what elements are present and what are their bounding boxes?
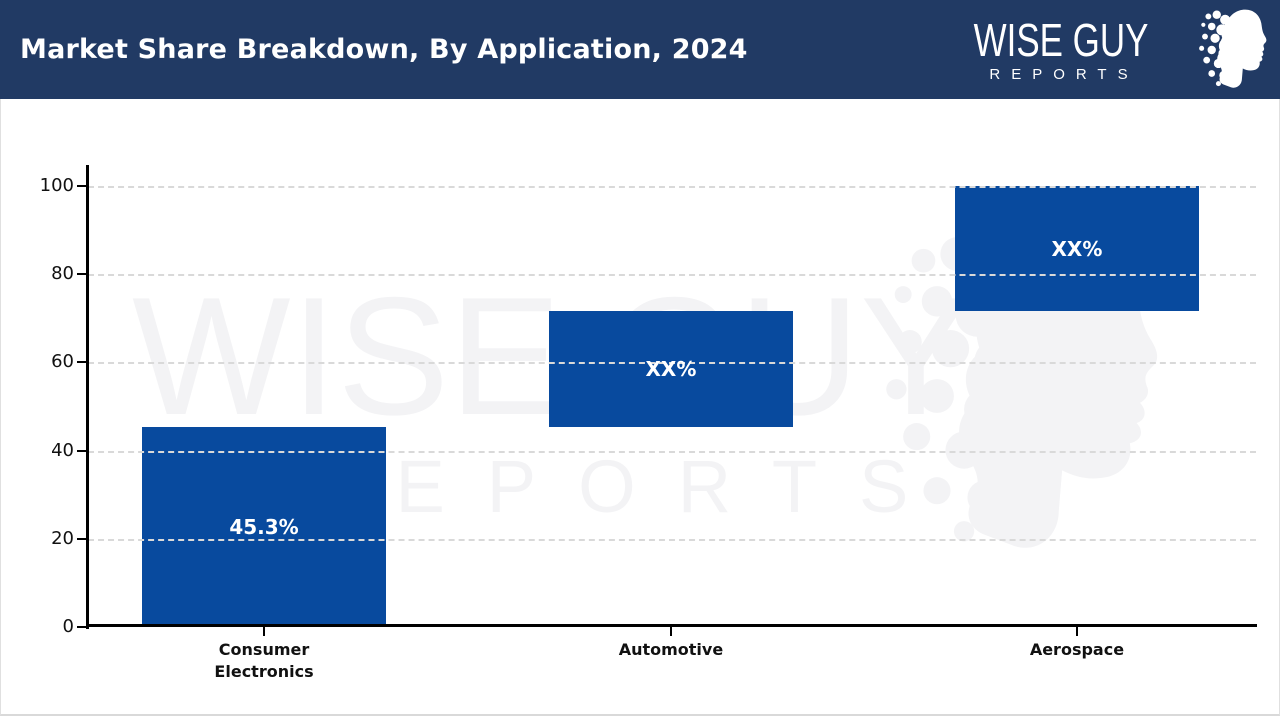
gridline (88, 538, 1256, 541)
x-category-label: Automotive (618, 640, 724, 659)
x-tick (263, 627, 266, 636)
y-tick-label: 100 (39, 175, 74, 197)
brand-head-dots-icon (1199, 9, 1267, 88)
header-bar: Market Share Breakdown, By Application, … (0, 0, 1280, 99)
brand-logo: WISE GUY REPORTS (946, 8, 1274, 92)
y-tick (77, 626, 86, 628)
bar-segment (548, 310, 793, 428)
bar-value-label: 45.3% (229, 515, 299, 540)
gridline (88, 362, 1256, 365)
y-tick-label: 80 (51, 263, 74, 285)
bar-segment (954, 186, 1199, 311)
chart-title: Market Share Breakdown, By Application, … (20, 34, 748, 65)
gridline (88, 186, 1256, 189)
y-tick (77, 537, 86, 540)
brand-tagline: REPORTS (989, 65, 1139, 83)
y-tick (77, 273, 86, 276)
gridline (88, 450, 1256, 453)
watermark-tagline: REPORTS (300, 445, 951, 528)
x-category-label: Aerospace (1029, 640, 1125, 659)
bar-value-label: XX% (645, 357, 697, 382)
y-tick-label: 40 (51, 439, 74, 461)
brand-logo-text: WISE GUY REPORTS (946, 17, 1176, 83)
x-tick (1075, 627, 1078, 636)
x-tick (669, 627, 672, 636)
y-axis-line (86, 165, 89, 629)
x-axis-line (86, 624, 1257, 627)
plot-area: 0 20 40 60 80 100 45.3% Consumer Electronics XX%… (40, 165, 1257, 681)
y-tick-label: 20 (51, 527, 74, 549)
brand-wordmark: WISE GUY (973, 13, 1149, 66)
y-tick-label: 60 (51, 351, 74, 373)
bar-value-label: XX% (1051, 236, 1103, 261)
bar-segment (142, 427, 386, 627)
y-tick (77, 449, 86, 452)
y-tick (77, 361, 86, 364)
y-tick-label: 0 (62, 616, 74, 637)
gridline (88, 274, 1256, 277)
x-category-label: Consumer Electronics (214, 640, 314, 681)
y-tick (77, 185, 86, 188)
